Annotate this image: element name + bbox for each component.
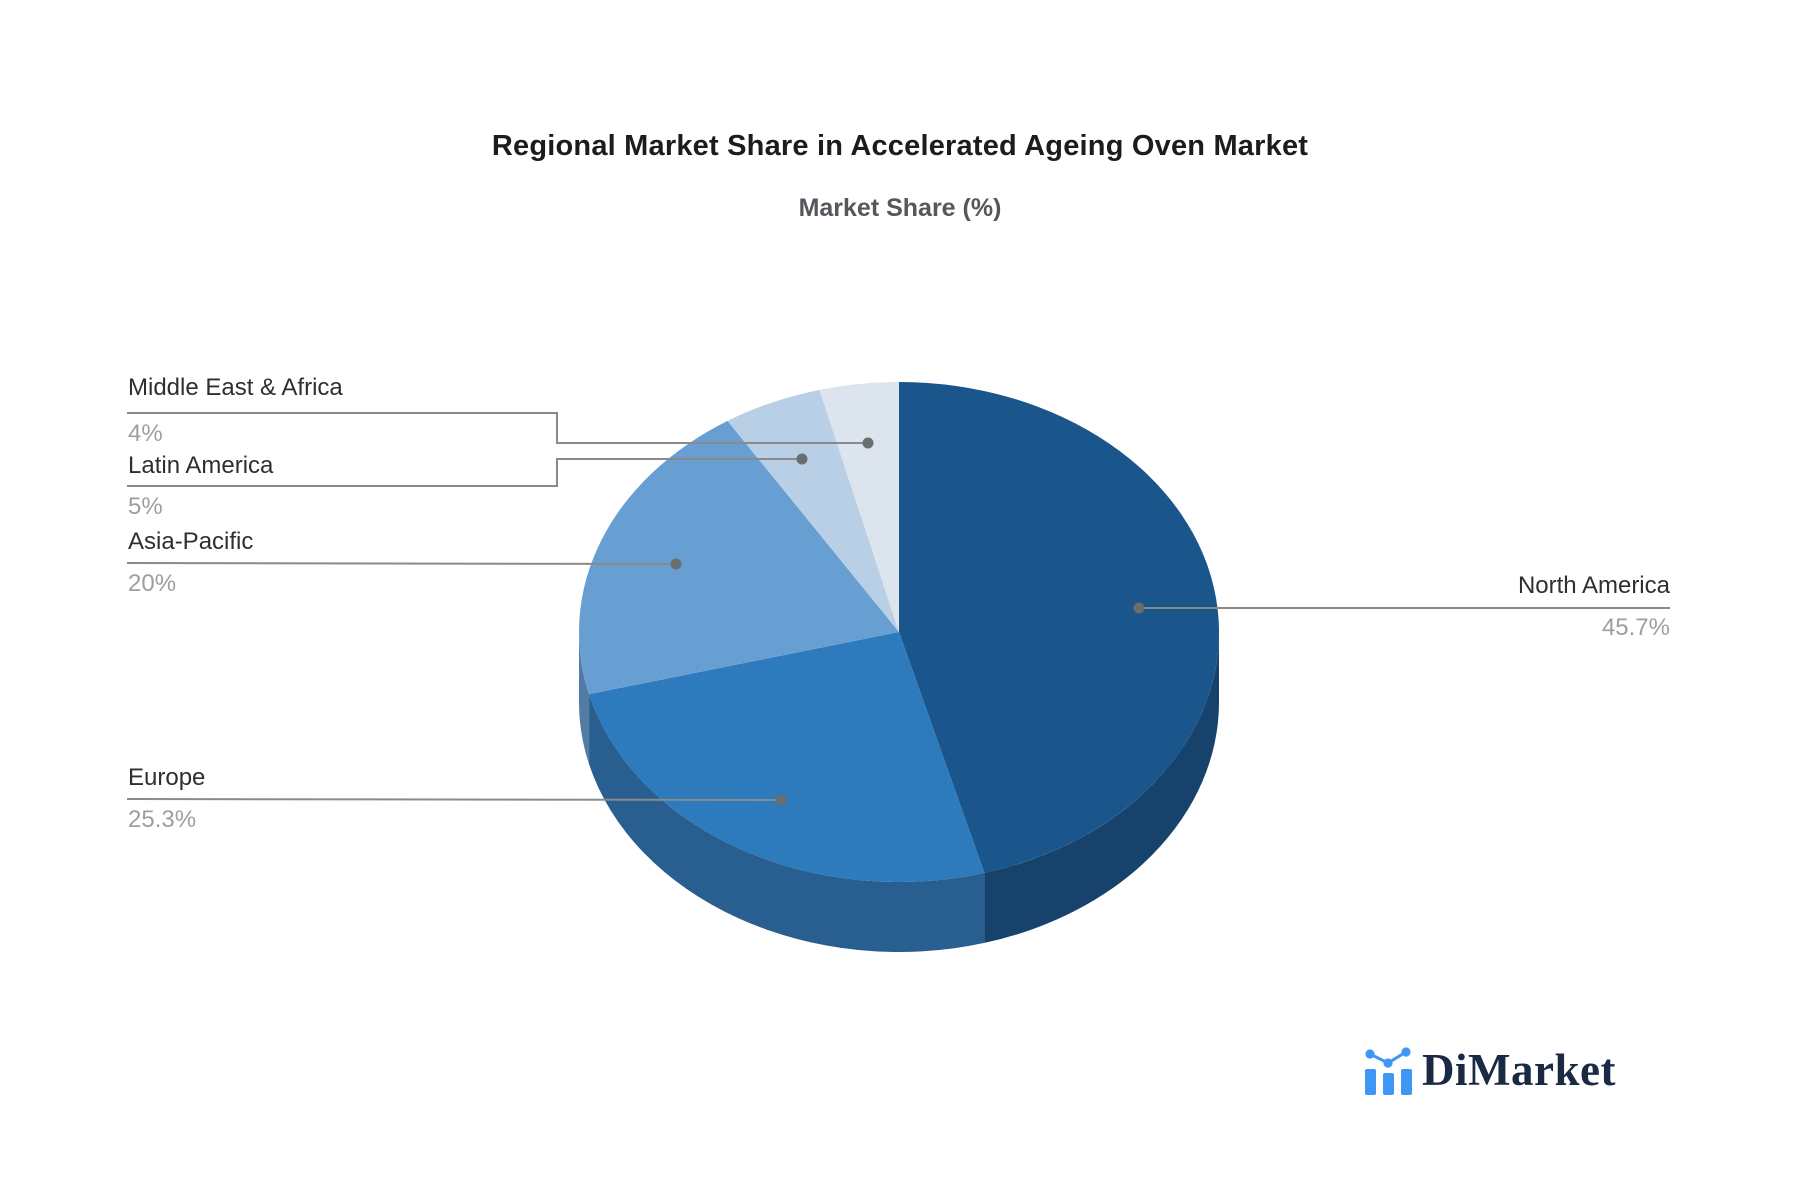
connector-lines bbox=[126, 412, 1670, 801]
connector-anchor-dots bbox=[670, 437, 1145, 806]
slice-label-middle-east-africa[interactable]: Middle East & Africa bbox=[128, 374, 343, 401]
bar-chart-trend-icon bbox=[1365, 1047, 1412, 1095]
slice-value-middle-east-africa: 4% bbox=[128, 420, 163, 447]
pie-slice-north-america[interactable] bbox=[899, 382, 1219, 873]
pie-slice-middle-east-africa[interactable] bbox=[819, 381, 899, 632]
slice-value-europe: 25.3% bbox=[128, 806, 197, 833]
anchor-dot-middle-east-africa bbox=[862, 437, 874, 449]
slice-value-north-america: 45.7% bbox=[1601, 614, 1670, 641]
slice-label-latin-america[interactable]: Latin America bbox=[128, 452, 274, 479]
slice-value-asia-pacific: 20% bbox=[128, 570, 177, 597]
connector-middle-east-africa bbox=[127, 412, 864, 444]
slice-label-north-america[interactable]: North America bbox=[1517, 572, 1670, 599]
chart-title: Regional Market Share in Accelerated Age… bbox=[491, 130, 1309, 162]
pie-slice-latin-america[interactable] bbox=[727, 389, 899, 632]
pie-slice-europe[interactable] bbox=[589, 632, 985, 882]
dimarket-logo: DiMarket bbox=[1358, 1038, 1688, 1102]
trend-dots bbox=[1365, 1047, 1411, 1068]
anchor-dot-asia-pacific bbox=[670, 558, 682, 570]
slice-label-asia-pacific[interactable]: Asia-Pacific bbox=[128, 528, 254, 555]
connector-latin-america bbox=[127, 458, 797, 487]
chart-subtitle: Market Share (%) bbox=[798, 194, 1002, 222]
slice-value-latin-america: 5% bbox=[128, 493, 163, 520]
anchor-dot-latin-america bbox=[796, 453, 808, 465]
logo-bars bbox=[1365, 1069, 1412, 1095]
slice-label-europe[interactable]: Europe bbox=[128, 764, 206, 791]
pie-slice-side-europe bbox=[589, 694, 985, 952]
connector-europe bbox=[126, 798, 777, 801]
logo-text: DiMarket bbox=[1422, 1045, 1616, 1095]
pie-slice-side-north-america bbox=[984, 632, 1219, 943]
anchor-dot-north-america bbox=[1133, 602, 1145, 614]
pie-slice-asia-pacific[interactable] bbox=[578, 420, 899, 695]
pie-3d-slices bbox=[578, 381, 1219, 952]
connector-asia-pacific bbox=[126, 562, 672, 565]
anchor-dot-europe bbox=[775, 794, 787, 806]
pie-slice-side-asia-pacific bbox=[579, 632, 590, 765]
